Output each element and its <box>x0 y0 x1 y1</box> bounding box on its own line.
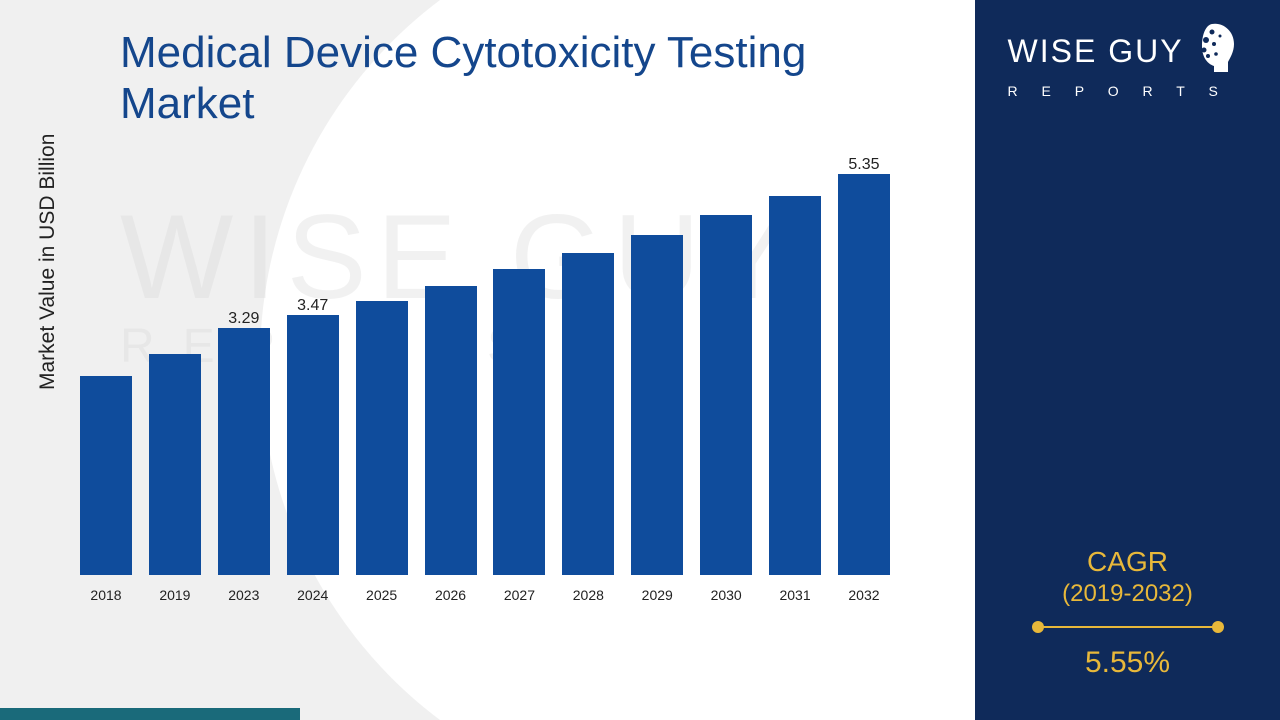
bars-container: 3.29 3.47 5.35 <box>80 155 890 575</box>
bar-wrap <box>562 253 614 576</box>
x-tick-label: 2032 <box>838 587 890 603</box>
y-axis-label: Market Value in USD Billion <box>36 134 60 390</box>
x-tick-label: 2026 <box>425 587 477 603</box>
x-tick-label: 2025 <box>356 587 408 603</box>
logo-head-icon <box>1194 22 1240 81</box>
cagr-value: 5.55% <box>975 646 1280 680</box>
x-tick-label: 2028 <box>562 587 614 603</box>
bar <box>700 215 752 575</box>
cagr-title: CAGR <box>975 546 1280 578</box>
bar-wrap <box>493 269 545 575</box>
bar-value-label: 5.35 <box>848 156 879 174</box>
infographic-canvas: WISE GUY REPORTS Medical Device Cytotoxi… <box>0 0 1280 720</box>
bar-chart: 3.29 3.47 5.35 2018 2019 2023 2024 2025 2026 202… <box>80 155 890 615</box>
bar <box>356 301 408 576</box>
bar <box>218 328 270 575</box>
x-tick-label: 2031 <box>769 587 821 603</box>
x-tick-label: 2030 <box>700 587 752 603</box>
x-ticks: 2018 2019 2023 2024 2025 2026 2027 2028 2029 2030… <box>80 587 890 603</box>
bar-wrap <box>631 235 683 576</box>
bar <box>562 253 614 576</box>
bar-wrap <box>80 376 132 575</box>
bar <box>493 269 545 575</box>
bar-wrap <box>356 301 408 576</box>
bar <box>631 235 683 576</box>
brand-logo: WISE GUY R E P O R T S <box>1008 22 1240 99</box>
bar-wrap: 3.29 <box>218 328 270 575</box>
x-tick-label: 2018 <box>80 587 132 603</box>
x-tick-label: 2019 <box>149 587 201 603</box>
cagr-divider <box>1038 626 1218 628</box>
x-tick-label: 2023 <box>218 587 270 603</box>
x-tick-label: 2024 <box>287 587 339 603</box>
plot-area: 3.293.475.35 201820192023202420252026202… <box>80 155 890 575</box>
bar <box>149 354 201 575</box>
bar-wrap <box>149 354 201 575</box>
cagr-block: CAGR (2019-2032) 5.55% <box>975 546 1280 680</box>
bar-value-label: 3.47 <box>297 297 328 315</box>
cagr-range: (2019-2032) <box>975 580 1280 608</box>
logo-sub-text: R E P O R T S <box>1008 83 1240 99</box>
bar-wrap: 3.47 <box>287 315 339 575</box>
logo-main-text: WISE GUY <box>1008 33 1184 70</box>
bar-wrap <box>700 215 752 575</box>
x-tick-label: 2027 <box>493 587 545 603</box>
bar-wrap <box>769 196 821 576</box>
bar <box>287 315 339 575</box>
bar <box>80 376 132 575</box>
bar <box>769 196 821 576</box>
bar <box>838 174 890 575</box>
bar-wrap <box>425 286 477 576</box>
x-tick-label: 2029 <box>631 587 683 603</box>
bar-wrap: 5.35 <box>838 174 890 575</box>
bottom-accent-strip <box>0 708 300 720</box>
bar-value-label: 3.29 <box>228 310 259 328</box>
bar <box>425 286 477 576</box>
chart-title: Medical Device Cytotoxicity Testing Mark… <box>120 28 880 129</box>
